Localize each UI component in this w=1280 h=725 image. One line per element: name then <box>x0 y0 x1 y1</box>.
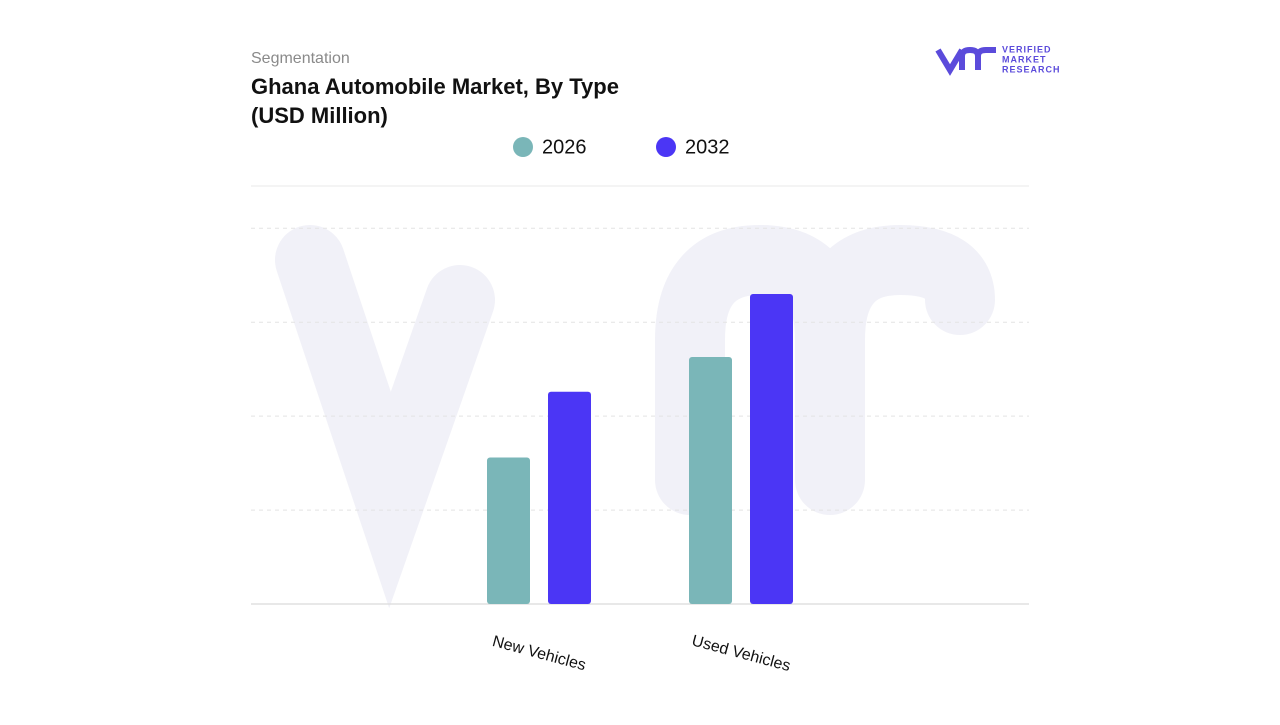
legend-label: 2026 <box>542 136 587 158</box>
legend-label: 2032 <box>685 136 730 158</box>
logo-text: VERIFIED <box>1002 44 1052 54</box>
bar <box>548 391 591 604</box>
legend-swatch <box>513 137 533 157</box>
bar <box>487 457 530 604</box>
legend-swatch <box>656 137 676 157</box>
bar <box>750 294 793 604</box>
watermark <box>275 224 995 609</box>
logo-text: RESEARCH <box>1002 64 1061 74</box>
logo-mark <box>935 46 996 76</box>
logo-text: MARKET <box>1002 54 1047 64</box>
bar <box>689 356 732 604</box>
chart-title: Ghana Automobile Market, By Type <box>251 74 619 99</box>
subtitle: Segmentation <box>251 50 350 67</box>
chart-title: (USD Million) <box>251 103 388 128</box>
logo: VERIFIED MARKET RESEARCH <box>935 44 1061 76</box>
